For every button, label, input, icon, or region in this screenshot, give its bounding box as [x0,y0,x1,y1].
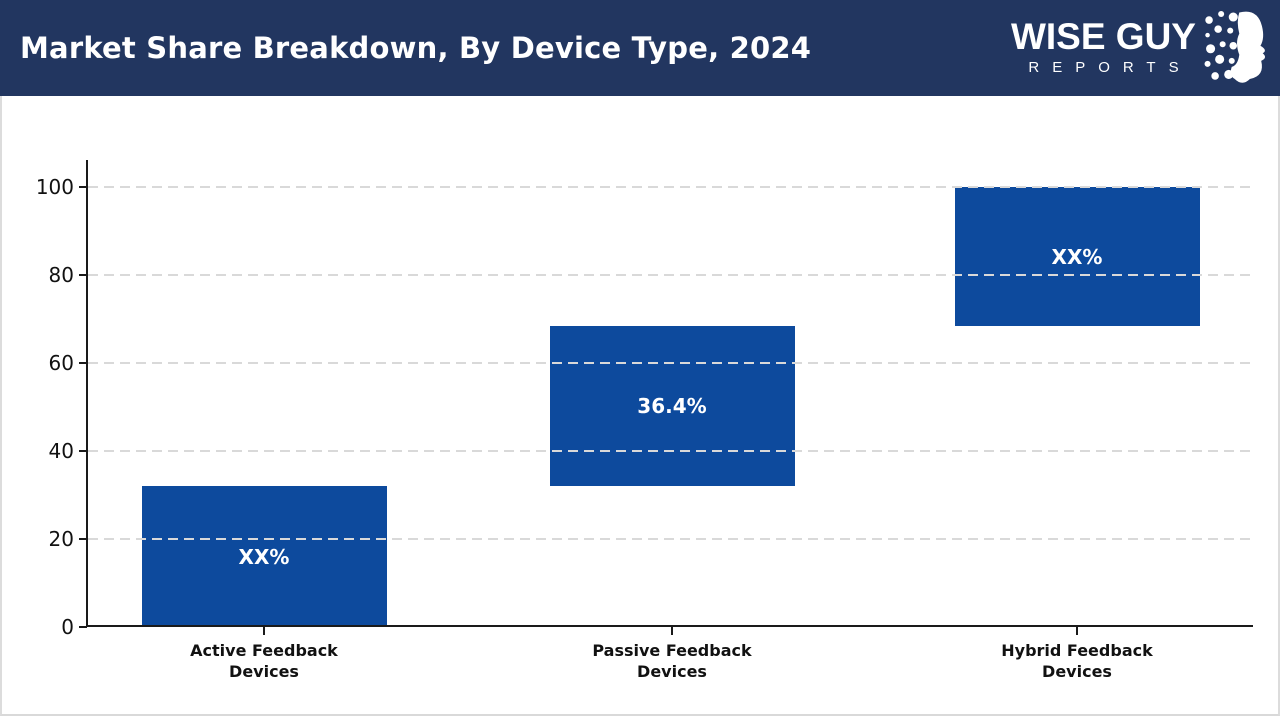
bar-segment [549,326,795,487]
y-tick-label: 60 [48,351,74,375]
y-tick-label: 80 [48,263,74,287]
x-category-label-line: Active Feedback [190,641,338,660]
x-category-label-line: Devices [229,662,299,681]
x-category-label: Hybrid Feedback Devices [937,640,1217,682]
x-category-label-line: Devices [1042,662,1112,681]
y-tick-label: 20 [48,527,74,551]
x-category-label: Active Feedback Devices [124,640,404,682]
y-tick-mark [79,362,87,364]
gridline [88,362,1253,364]
bar-segment [141,486,387,627]
gridline [88,450,1253,452]
bar-value-label: XX% [238,544,290,569]
gridline [88,538,1253,540]
brand-subname: REPORTS [1028,59,1192,76]
brand-name: WISE GUY [1010,16,1196,57]
x-tick-mark [263,627,265,635]
y-axis-line [86,160,88,627]
y-tick-label: 40 [48,439,74,463]
x-tick-mark [1076,627,1078,635]
y-tick-mark [79,274,87,276]
x-category-label-line: Passive Feedback [592,641,752,660]
y-tick-label: 100 [35,175,74,199]
gridline [88,274,1253,276]
y-tick-mark [79,186,87,188]
y-tick-mark [79,450,87,452]
bar-value-label: 36.4% [637,394,707,419]
x-category-label: Passive Feedback Devices [532,640,812,682]
header-band: Market Share Breakdown, By Device Type, … [0,0,1280,96]
bar-value-label: XX% [1051,244,1103,269]
page-title: Market Share Breakdown, By Device Type, … [20,31,812,65]
x-axis-line [86,625,1253,627]
logo-face-dots-icon [1204,10,1266,83]
brand-logo-text: WISE GUY REPORTS [1011,18,1196,78]
gridline [88,186,1253,188]
y-tick-mark [79,626,87,628]
brand-logo: WISE GUY REPORTS [1011,0,1268,96]
x-tick-mark [671,627,673,635]
x-category-label-line: Hybrid Feedback [1001,641,1153,660]
y-tick-mark [79,538,87,540]
y-tick-label: 0 [61,615,74,639]
x-category-label-line: Devices [637,662,707,681]
